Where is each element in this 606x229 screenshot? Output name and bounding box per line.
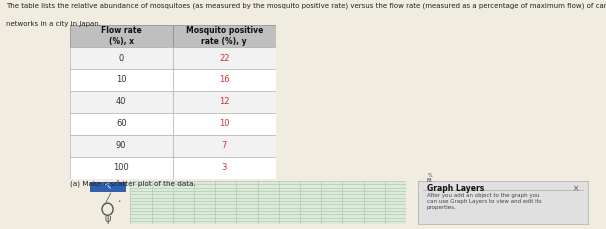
Text: Graph Layers: Graph Layers bbox=[427, 184, 484, 194]
Bar bbox=[70, 91, 173, 113]
Text: 0: 0 bbox=[119, 54, 124, 63]
Text: 16: 16 bbox=[219, 76, 230, 85]
Text: 10: 10 bbox=[219, 119, 230, 128]
Text: 4: 4 bbox=[116, 180, 119, 185]
Text: 7: 7 bbox=[222, 141, 227, 150]
Bar bbox=[70, 135, 173, 157]
Text: 22: 22 bbox=[219, 54, 230, 63]
Bar bbox=[70, 25, 173, 47]
Bar bbox=[173, 113, 276, 135]
Text: 10: 10 bbox=[116, 76, 127, 85]
Bar bbox=[90, 182, 125, 191]
Text: 12: 12 bbox=[219, 97, 230, 106]
Bar bbox=[173, 69, 276, 91]
Bar bbox=[70, 157, 173, 179]
Text: 60: 60 bbox=[116, 119, 127, 128]
Text: (a) Make a scatter plot of the data.: (a) Make a scatter plot of the data. bbox=[70, 181, 196, 187]
Text: Flow rate
(%), x: Flow rate (%), x bbox=[101, 26, 142, 46]
Bar bbox=[70, 113, 173, 135]
Bar bbox=[173, 25, 276, 47]
Bar bbox=[173, 47, 276, 69]
Bar bbox=[173, 91, 276, 113]
Text: 3: 3 bbox=[222, 163, 227, 172]
Text: %
Fit: % Fit bbox=[427, 173, 433, 183]
Text: ╱: ╱ bbox=[105, 192, 110, 204]
Text: 40: 40 bbox=[116, 97, 127, 106]
Text: networks in a city in Japan.: networks in a city in Japan. bbox=[6, 21, 101, 27]
Text: Mosquito positive
rate (%), y: Mosquito positive rate (%), y bbox=[185, 26, 263, 46]
Bar bbox=[70, 69, 173, 91]
Text: ↖: ↖ bbox=[104, 182, 112, 192]
Bar bbox=[173, 135, 276, 157]
Text: ψ: ψ bbox=[104, 214, 111, 224]
Text: 100: 100 bbox=[113, 163, 129, 172]
Text: The table lists the relative abundance of mosquitoes (as measured by the mosquit: The table lists the relative abundance o… bbox=[6, 2, 606, 9]
Text: ×: × bbox=[573, 184, 579, 194]
Text: 90: 90 bbox=[116, 141, 127, 150]
Text: After you add an object to the graph you
can use Graph Layers to view and edit i: After you add an object to the graph you… bbox=[427, 193, 541, 210]
Text: •: • bbox=[117, 199, 120, 204]
Bar bbox=[173, 157, 276, 179]
Bar bbox=[70, 47, 173, 69]
